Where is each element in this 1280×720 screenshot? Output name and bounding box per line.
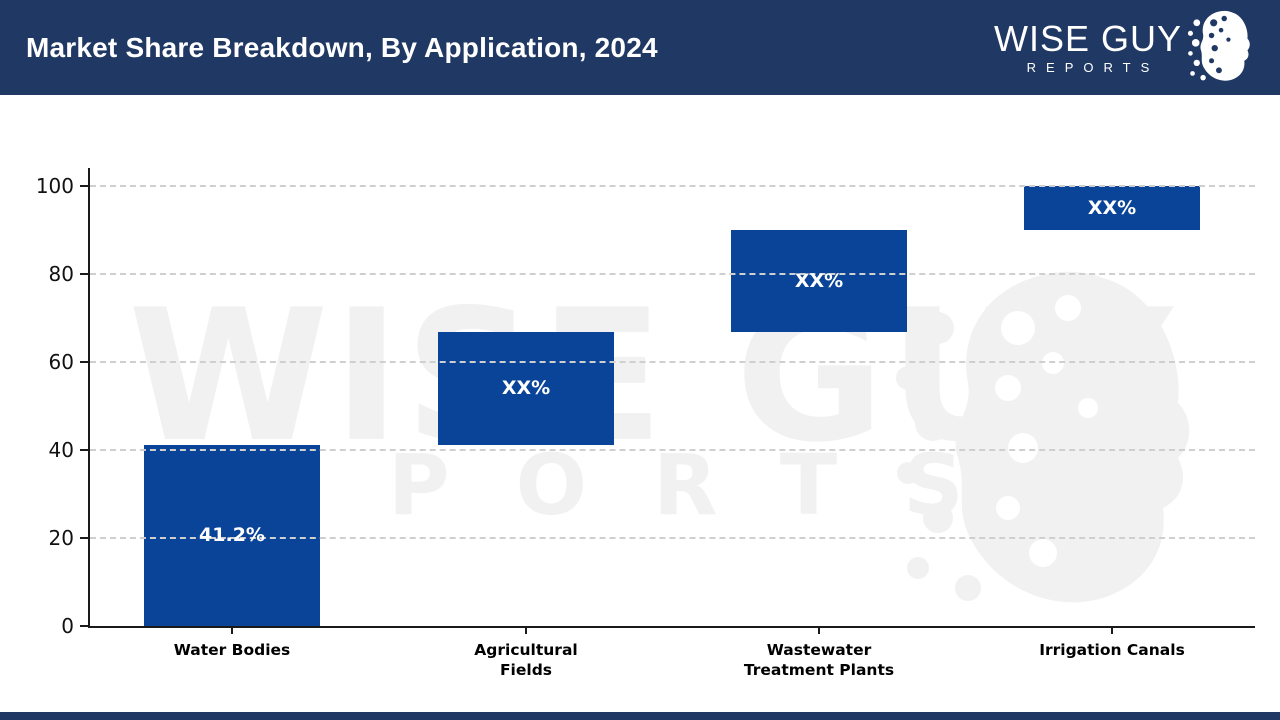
y-tick-mark <box>80 625 88 627</box>
gridline <box>90 449 1255 451</box>
plot-area: 41.2% XX% XX% XX% Water Bodies Agricultural F… <box>88 185 1255 679</box>
x-tick-mark <box>525 626 527 634</box>
y-axis-spine-extension <box>88 168 90 186</box>
y-tick-label: 100 <box>35 174 74 198</box>
x-category-label: Wastewater Treatment Plants <box>743 641 895 680</box>
bar-value-label: XX% <box>794 270 844 293</box>
gridline <box>90 361 1255 363</box>
gridline <box>90 185 1255 187</box>
logo-wordmark: WISE GUY <box>993 17 1182 59</box>
watermark-subtitle: PORTS <box>388 436 1030 534</box>
gridline <box>90 273 1255 275</box>
x-category-label: Irrigation Canals <box>1039 641 1185 659</box>
bar-value-label: 41.2% <box>199 524 265 547</box>
header-bar: Market Share Breakdown, By Application, … <box>0 0 1280 95</box>
gridline <box>90 537 1255 539</box>
y-tick-label: 60 <box>48 350 74 374</box>
y-tick-label: 20 <box>48 526 74 550</box>
waterfall-bar: XX% <box>1024 186 1200 230</box>
x-tick-mark <box>231 626 233 634</box>
y-tick-label: 0 <box>61 614 74 638</box>
x-tick-mark <box>818 626 820 634</box>
page-title: Market Share Breakdown, By Application, … <box>26 31 658 63</box>
y-tick-mark <box>80 361 88 363</box>
y-tick-mark <box>80 185 88 187</box>
logo-text: WISE GUY REPORTS <box>993 17 1182 75</box>
x-tick-mark <box>1111 626 1113 634</box>
x-category-label: Agricultural Fields <box>474 641 578 680</box>
y-tick-mark <box>80 537 88 539</box>
x-category-label: Water Bodies <box>173 641 291 659</box>
waterfall-bar: 41.2% <box>144 444 320 626</box>
head-profile-icon <box>1186 8 1254 88</box>
y-tick-mark <box>80 273 88 275</box>
waterfall-bar: XX% <box>438 332 614 445</box>
footer-bar <box>0 712 1280 720</box>
y-tick-label: 80 <box>48 262 74 286</box>
wise-guy-logo: WISE GUY REPORTS <box>994 8 1254 88</box>
waterfall-bar: XX% <box>731 230 907 333</box>
bar-value-label: XX% <box>1087 197 1137 219</box>
watermark-head-profile-icon <box>888 223 1208 657</box>
chart-area: WISE GUY PORTS 0 20 40 60 80 100 <box>0 95 1280 712</box>
y-tick-label: 40 <box>48 438 74 462</box>
bar-value-label: XX% <box>501 377 551 400</box>
y-tick-mark <box>80 449 88 451</box>
logo-subtitle: REPORTS <box>1026 59 1160 75</box>
